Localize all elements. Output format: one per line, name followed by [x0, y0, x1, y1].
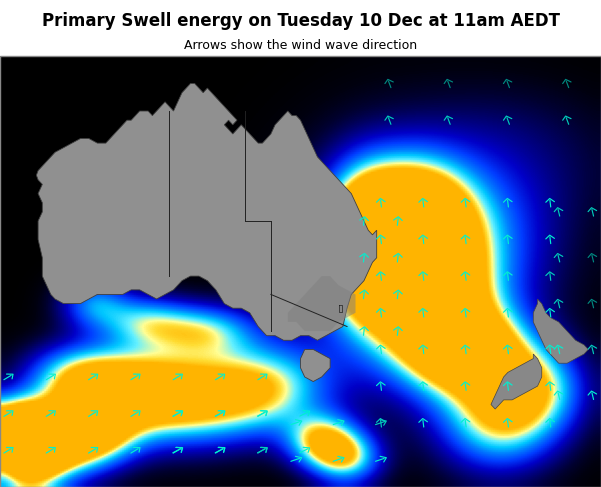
Polygon shape — [300, 350, 330, 381]
Polygon shape — [288, 276, 356, 331]
Text: Arrows show the wind wave direction: Arrows show the wind wave direction — [184, 39, 417, 53]
Text: Primary Swell energy on Tuesday 10 Dec at 11am AEDT: Primary Swell energy on Tuesday 10 Dec a… — [41, 12, 560, 30]
Polygon shape — [37, 83, 377, 340]
Polygon shape — [491, 354, 542, 409]
Polygon shape — [533, 299, 588, 363]
